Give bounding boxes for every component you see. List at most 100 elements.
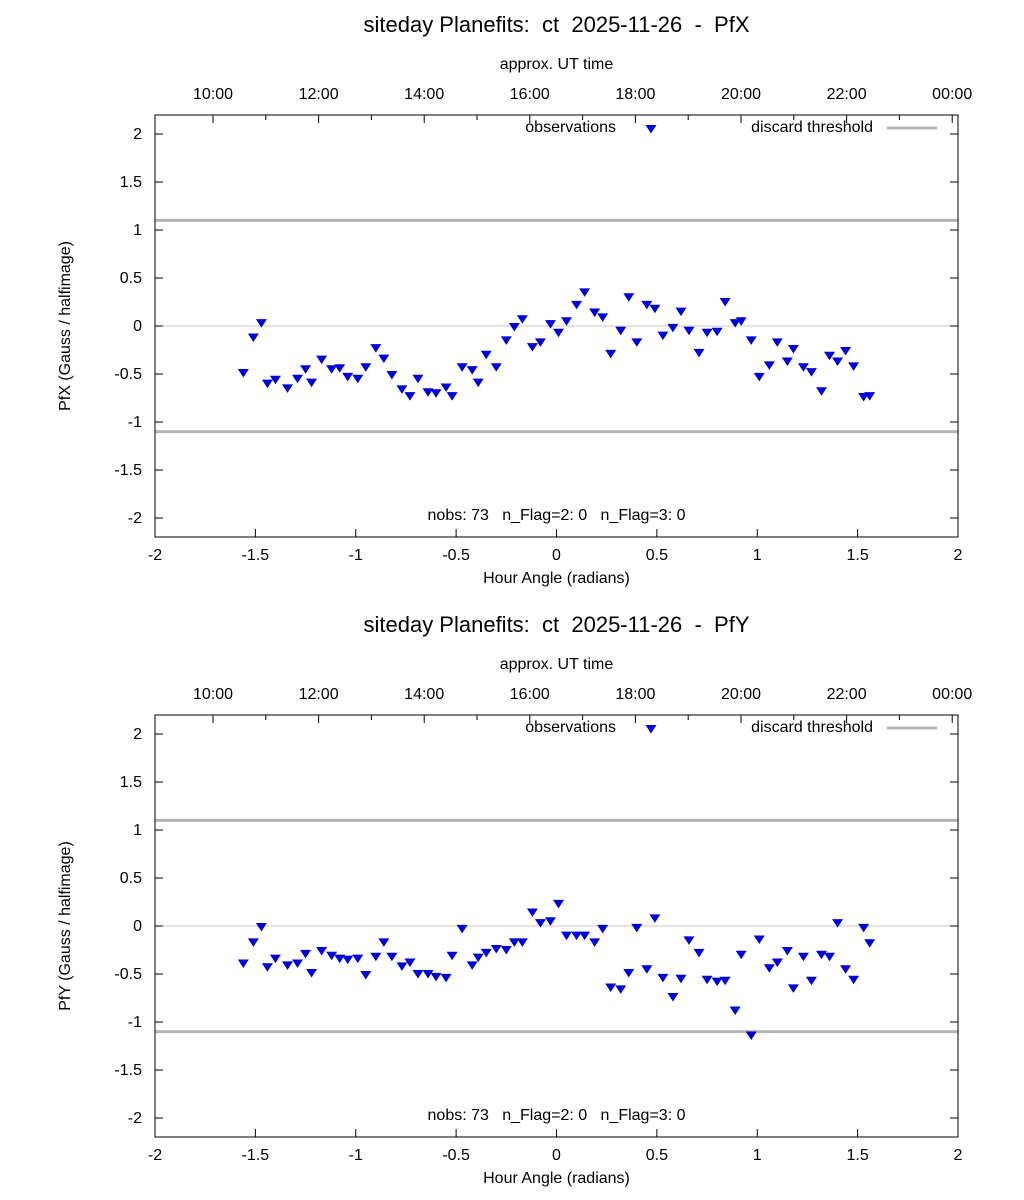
data-point bbox=[824, 952, 836, 962]
chart-title: siteday Planefits: ct 2025-11-26 - PfY bbox=[363, 612, 750, 637]
data-point bbox=[386, 952, 398, 962]
data-point bbox=[597, 924, 609, 934]
data-point bbox=[641, 300, 653, 310]
x-tick-label: -0.5 bbox=[442, 1147, 470, 1164]
x2-tick-label: 14:00 bbox=[404, 86, 444, 103]
data-point bbox=[649, 304, 661, 314]
data-point bbox=[490, 945, 502, 954]
x-tick-label: 0.5 bbox=[646, 1147, 668, 1164]
data-point bbox=[763, 361, 775, 370]
x2-tick-label: 22:00 bbox=[827, 686, 867, 703]
data-point bbox=[490, 363, 502, 372]
data-point bbox=[579, 931, 591, 941]
data-point bbox=[334, 954, 346, 964]
data-point bbox=[763, 964, 775, 973]
x-tick-label: 0 bbox=[552, 547, 561, 564]
y-tick-label: -1.5 bbox=[114, 1062, 142, 1079]
data-point bbox=[667, 323, 679, 333]
data-point bbox=[306, 378, 318, 388]
data-point bbox=[247, 938, 259, 947]
data-point bbox=[683, 936, 695, 945]
data-point bbox=[815, 950, 827, 960]
data-point bbox=[832, 357, 844, 367]
x2-tick-label: 14:00 bbox=[404, 686, 444, 703]
data-point bbox=[404, 392, 416, 401]
data-point bbox=[605, 349, 617, 359]
data-point bbox=[805, 976, 817, 986]
data-point bbox=[615, 326, 627, 336]
data-point bbox=[526, 343, 538, 352]
data-point bbox=[370, 344, 382, 353]
data-point bbox=[422, 970, 434, 979]
data-point bbox=[281, 961, 293, 970]
data-point bbox=[412, 374, 424, 384]
x-tick-label: -0.5 bbox=[442, 547, 470, 564]
x2-tick-label: 18:00 bbox=[615, 86, 655, 103]
data-point bbox=[269, 954, 281, 964]
data-point bbox=[781, 946, 793, 956]
data-point bbox=[657, 331, 669, 341]
data-point bbox=[396, 962, 408, 971]
data-point bbox=[255, 319, 267, 328]
data-point bbox=[631, 338, 643, 347]
pfy-plot-svg: -2 -1.5 -1 -0.5 0 0.5 1 1.5 2 -2 -1.5 -1 -0.5 0 0.5 1 1.… bbox=[114, 686, 972, 1164]
legend-observations-marker bbox=[645, 125, 657, 134]
x-axis-label: Hour Angle (radians) bbox=[483, 1170, 630, 1187]
pfx-chart: siteday Planefits: ct 2025-11-26 - PfX a… bbox=[57, 12, 972, 587]
data-point bbox=[840, 965, 852, 974]
data-point bbox=[623, 293, 635, 302]
data-point bbox=[683, 326, 695, 336]
data-point bbox=[805, 368, 817, 377]
x-tick-label: 0 bbox=[552, 1147, 561, 1164]
chart-title: siteday Planefits: ct 2025-11-26 - PfX bbox=[363, 12, 750, 37]
data-point bbox=[360, 970, 372, 980]
x-tick-label: 1.5 bbox=[847, 1147, 869, 1164]
data-point bbox=[440, 973, 452, 983]
x-tick-label: -1.5 bbox=[242, 1147, 270, 1164]
data-point bbox=[446, 951, 458, 961]
data-point bbox=[657, 973, 669, 983]
data-point bbox=[753, 372, 765, 382]
data-point bbox=[237, 959, 249, 968]
x2-tick-label: 20:00 bbox=[721, 686, 761, 703]
x2-tick-label: 18:00 bbox=[615, 686, 655, 703]
data-point bbox=[729, 1006, 741, 1015]
x-tick-label: -1.5 bbox=[242, 547, 270, 564]
data-point bbox=[719, 298, 731, 307]
data-point bbox=[553, 328, 565, 338]
legend-observations-label: observations bbox=[525, 119, 616, 136]
pfx-plot-svg: -2 -1.5 -1 -0.5 0 0.5 1 1.5 2 -2 -1.5 -1 -0.5 0 0.5 1 1.… bbox=[114, 86, 972, 564]
data-point bbox=[412, 970, 424, 979]
data-point bbox=[589, 308, 601, 318]
data-point bbox=[675, 307, 687, 317]
data-point bbox=[500, 946, 512, 955]
y-tick-label: 1.5 bbox=[120, 774, 142, 791]
data-point bbox=[787, 345, 799, 354]
top-axis-label: approx. UT time bbox=[499, 56, 614, 73]
data-point bbox=[292, 374, 304, 384]
x2-tick-label: 12:00 bbox=[299, 86, 339, 103]
data-point bbox=[430, 972, 442, 982]
data-point bbox=[269, 375, 281, 385]
data-point bbox=[544, 917, 556, 926]
data-point bbox=[771, 338, 783, 347]
data-point bbox=[544, 320, 556, 329]
data-point bbox=[864, 939, 876, 948]
data-point bbox=[848, 975, 860, 985]
data-point bbox=[472, 953, 484, 963]
data-point bbox=[605, 983, 617, 992]
data-point bbox=[667, 993, 679, 1002]
data-point bbox=[326, 365, 338, 374]
data-point bbox=[480, 350, 492, 360]
x2-tick-label: 12:00 bbox=[299, 686, 339, 703]
x2-tick-label: 00:00 bbox=[932, 686, 972, 703]
data-point bbox=[378, 938, 390, 947]
data-point bbox=[735, 950, 747, 960]
y-tick-label: -1 bbox=[128, 1014, 142, 1031]
x2-tick-label: 16:00 bbox=[510, 86, 550, 103]
data-point bbox=[516, 938, 528, 947]
x-tick-label: -2 bbox=[148, 547, 162, 564]
data-point bbox=[641, 965, 653, 974]
data-point bbox=[292, 959, 304, 968]
data-point bbox=[386, 370, 398, 380]
